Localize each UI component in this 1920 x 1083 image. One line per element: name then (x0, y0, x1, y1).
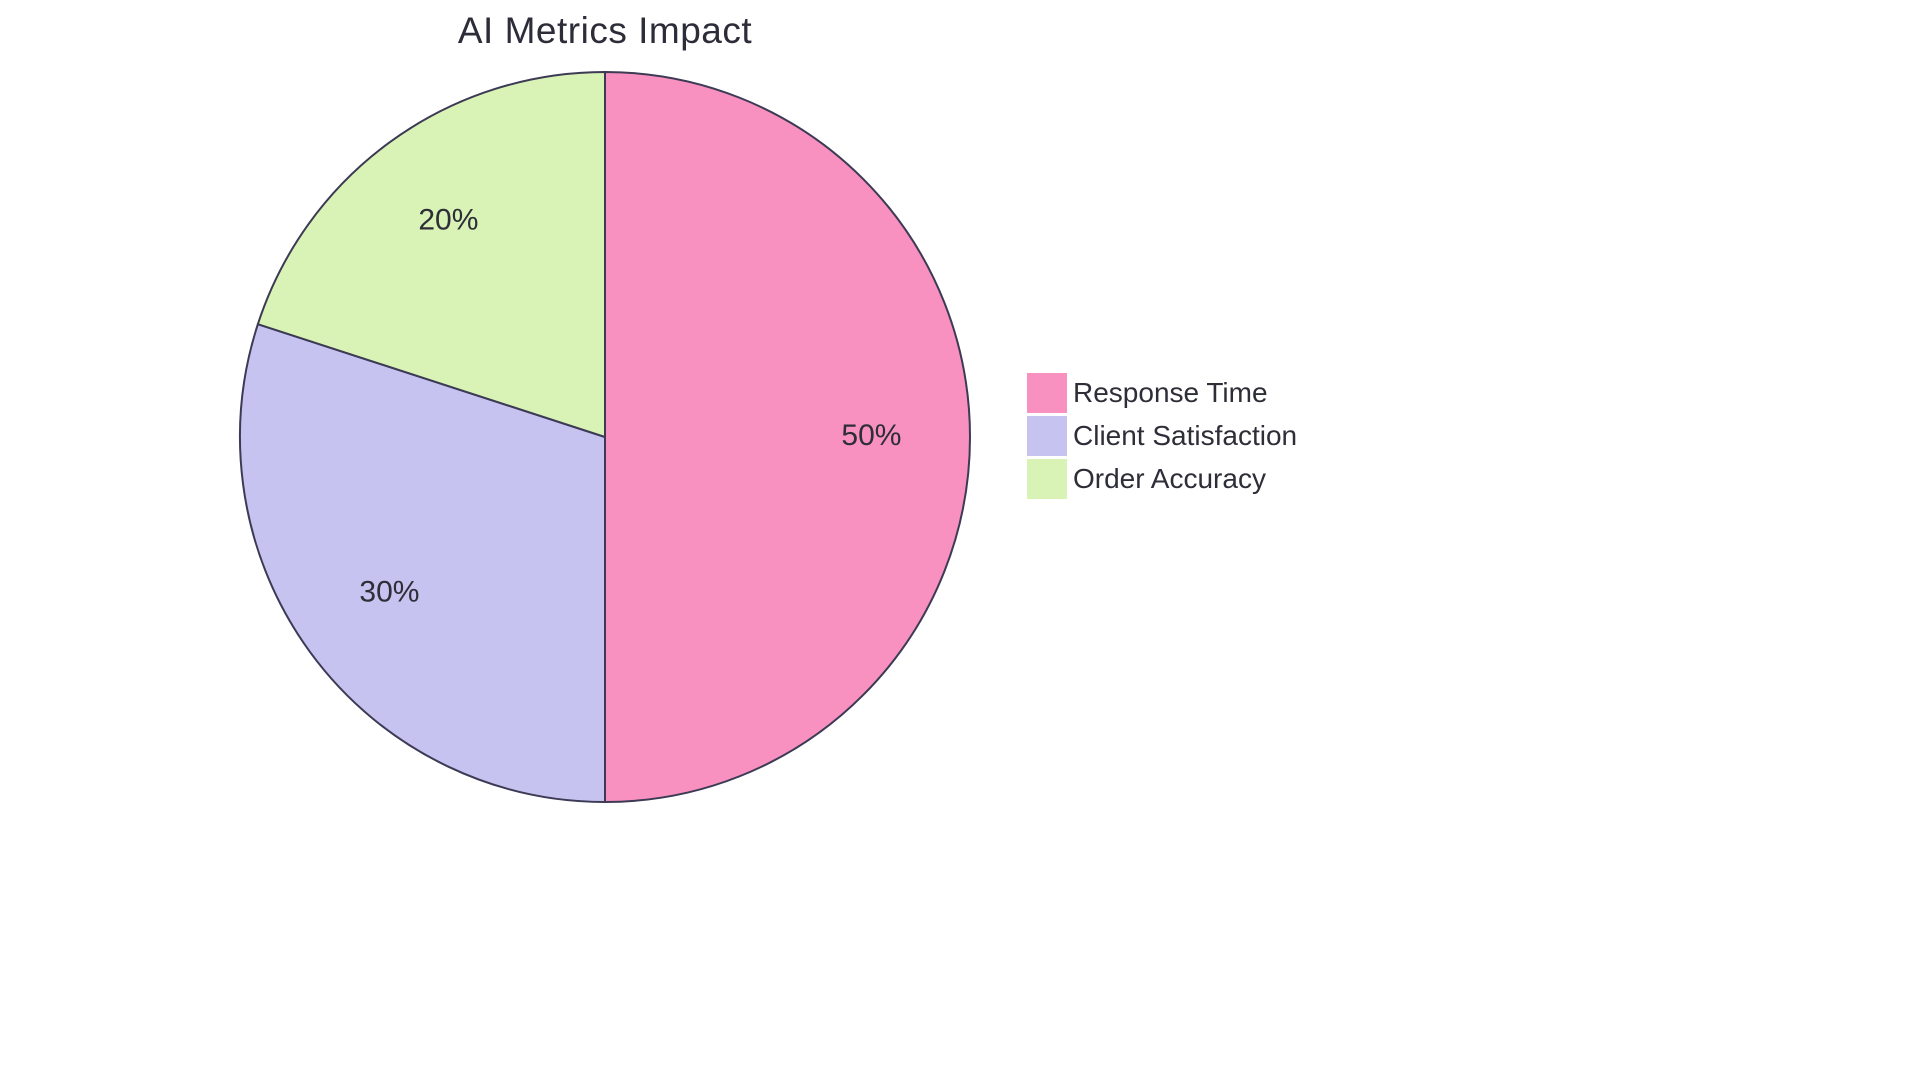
pie-slice-label-0: 50% (841, 419, 901, 452)
legend-label-response-time: Response Time (1073, 377, 1268, 408)
pie-chart: 50% 30% 20% (239, 71, 971, 803)
pie-slice-label-2: 20% (418, 203, 478, 236)
legend-item-client-satisfaction[interactable]: Client Satisfaction (1027, 416, 1297, 456)
legend-swatch-client-satisfaction (1027, 416, 1067, 456)
legend-label-order-accuracy: Order Accuracy (1073, 463, 1266, 494)
pie-slice-2 (256, 71, 606, 438)
chart-title: AI Metrics Impact (457, 10, 753, 51)
pie-chart-area: 50% 30% 20% (225, 57, 985, 817)
legend-swatch-response-time (1027, 373, 1067, 413)
pie-slice-1 (239, 323, 606, 803)
legend-label-client-satisfaction: Client Satisfaction (1073, 420, 1298, 451)
legend: Response Time Client Satisfaction Order … (1027, 373, 1297, 502)
pie-slice-0 (604, 71, 971, 803)
legend-item-order-accuracy[interactable]: Order Accuracy (1027, 459, 1297, 499)
pie-slice-label-1: 30% (359, 576, 419, 609)
legend-item-response-time[interactable]: Response Time (1027, 373, 1297, 413)
legend-swatch-order-accuracy (1027, 459, 1067, 499)
